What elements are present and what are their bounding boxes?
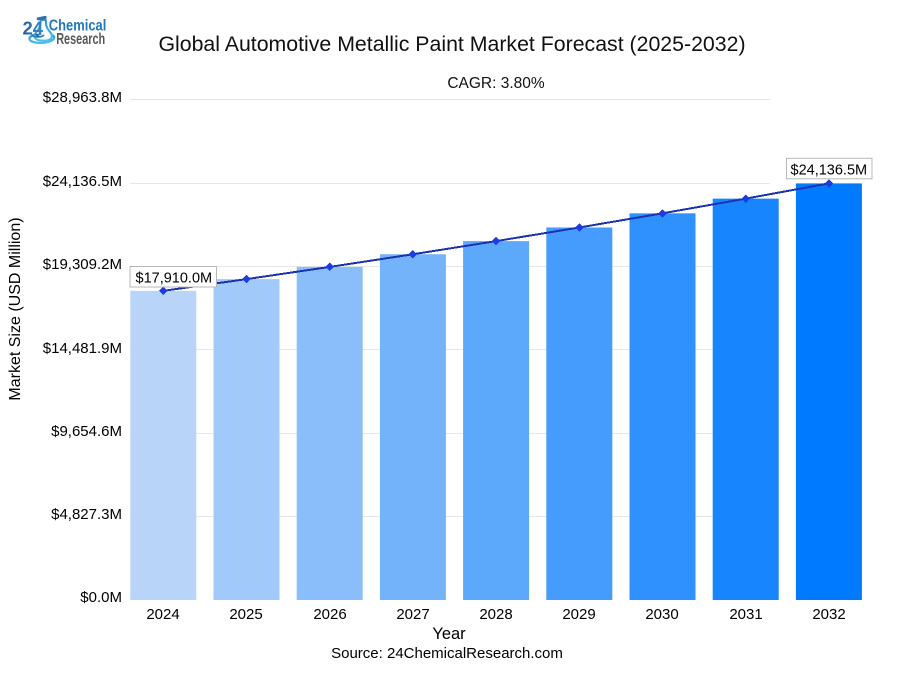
svg-text:$24,136.5M: $24,136.5M (791, 162, 868, 178)
svg-text:$17,910.0M: $17,910.0M (136, 270, 213, 286)
svg-text:Chemical: Chemical (49, 17, 107, 34)
svg-text:24: 24 (23, 17, 44, 38)
svg-text:Research: Research (56, 31, 105, 48)
